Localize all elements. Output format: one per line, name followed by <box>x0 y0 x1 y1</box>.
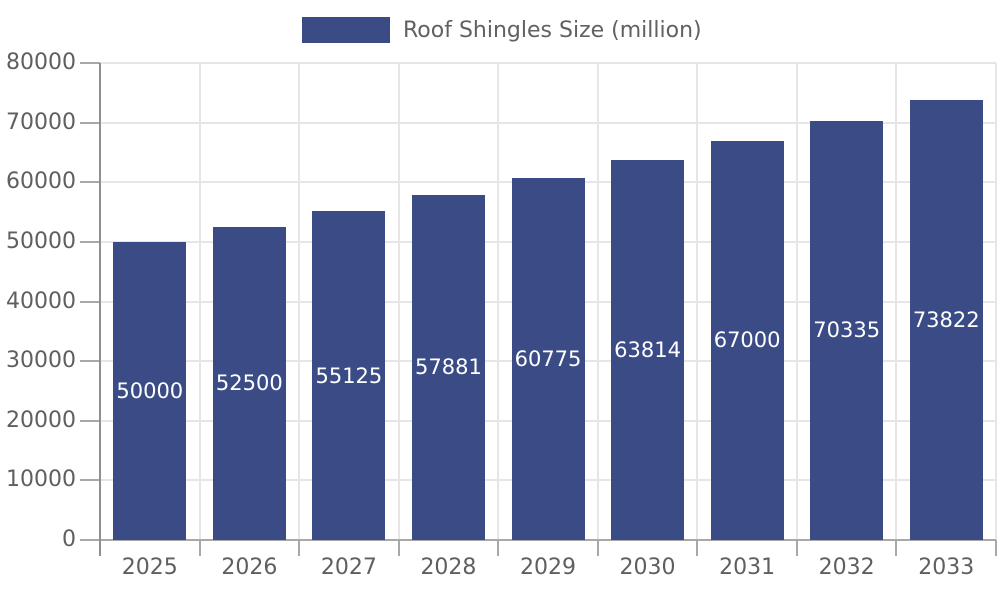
x-tick-label: 2029 <box>520 555 576 580</box>
bar-2033 <box>909 99 983 540</box>
legend-swatch <box>302 17 390 43</box>
y-tick-label: 80000 <box>6 50 76 75</box>
bar-2030 <box>611 159 685 540</box>
x-tick-mark <box>795 540 798 556</box>
x-tick-mark <box>895 540 898 556</box>
y-tick-mark <box>80 62 100 64</box>
x-tick-mark <box>596 540 599 556</box>
y-axis-line <box>99 63 101 556</box>
bar-2031 <box>710 140 784 540</box>
x-tick-label: 2027 <box>320 555 377 580</box>
y-tick-label: 70000 <box>6 109 76 135</box>
v-gridline <box>596 63 599 540</box>
bar-2027 <box>312 211 386 540</box>
bar-value-label: 67000 <box>713 328 781 353</box>
y-tick-label: 50000 <box>6 228 76 254</box>
bar-2025 <box>113 241 187 540</box>
v-gridline <box>895 63 898 540</box>
bar-value-label: 63814 <box>614 337 681 362</box>
x-tick-label: 2033 <box>918 555 975 580</box>
x-tick-mark <box>198 540 201 556</box>
bar-2032 <box>810 120 884 540</box>
bar-2029 <box>511 177 585 540</box>
x-tick-mark <box>696 540 699 556</box>
y-tick-mark <box>80 360 100 363</box>
x-tick-label: 2028 <box>420 555 477 580</box>
y-tick-mark <box>80 181 100 184</box>
v-gridline <box>995 63 997 540</box>
y-tick-mark <box>80 419 100 422</box>
x-axis-line <box>80 539 996 541</box>
bar-value-label: 70335 <box>813 318 881 343</box>
y-tick-label: 0 <box>62 527 76 552</box>
y-tick-mark <box>80 240 100 243</box>
bar-value-label: 55125 <box>315 363 383 388</box>
y-tick-label: 10000 <box>6 467 76 493</box>
v-gridline <box>198 63 201 540</box>
bar-value-label: 52500 <box>215 371 283 396</box>
h-gridline <box>100 121 996 124</box>
v-gridline <box>497 63 500 540</box>
bar-2028 <box>411 194 485 540</box>
bar-value-label: 57881 <box>415 355 482 380</box>
legend-label: Roof Shingles Size (million) <box>403 17 702 43</box>
legend: Roof Shingles Size (million) <box>302 17 702 43</box>
x-tick-label: 2030 <box>619 555 676 580</box>
bar-value-label: 73822 <box>912 307 980 332</box>
bar-value-label: 50000 <box>116 378 184 403</box>
y-tick-mark <box>80 479 100 482</box>
x-tick-mark <box>497 540 500 556</box>
bar-value-label: 60775 <box>514 346 582 371</box>
x-tick-label: 2026 <box>221 555 278 580</box>
y-tick-label: 40000 <box>6 288 76 314</box>
y-tick-mark <box>80 300 100 303</box>
v-gridline <box>795 63 798 540</box>
x-tick-label: 2031 <box>719 555 776 580</box>
v-gridline <box>397 63 400 540</box>
v-gridline <box>298 63 301 540</box>
y-tick-label: 60000 <box>6 169 76 195</box>
bar-2026 <box>212 226 286 540</box>
x-tick-label: 2025 <box>121 555 178 580</box>
x-tick-mark <box>397 540 400 556</box>
h-gridline <box>100 62 996 64</box>
v-gridline <box>696 63 699 540</box>
y-tick-label: 20000 <box>6 407 76 433</box>
x-tick-label: 2032 <box>818 555 875 580</box>
y-tick-mark <box>80 121 100 124</box>
y-tick-label: 30000 <box>6 348 76 374</box>
x-tick-mark <box>298 540 301 556</box>
x-tick-mark <box>995 540 997 556</box>
